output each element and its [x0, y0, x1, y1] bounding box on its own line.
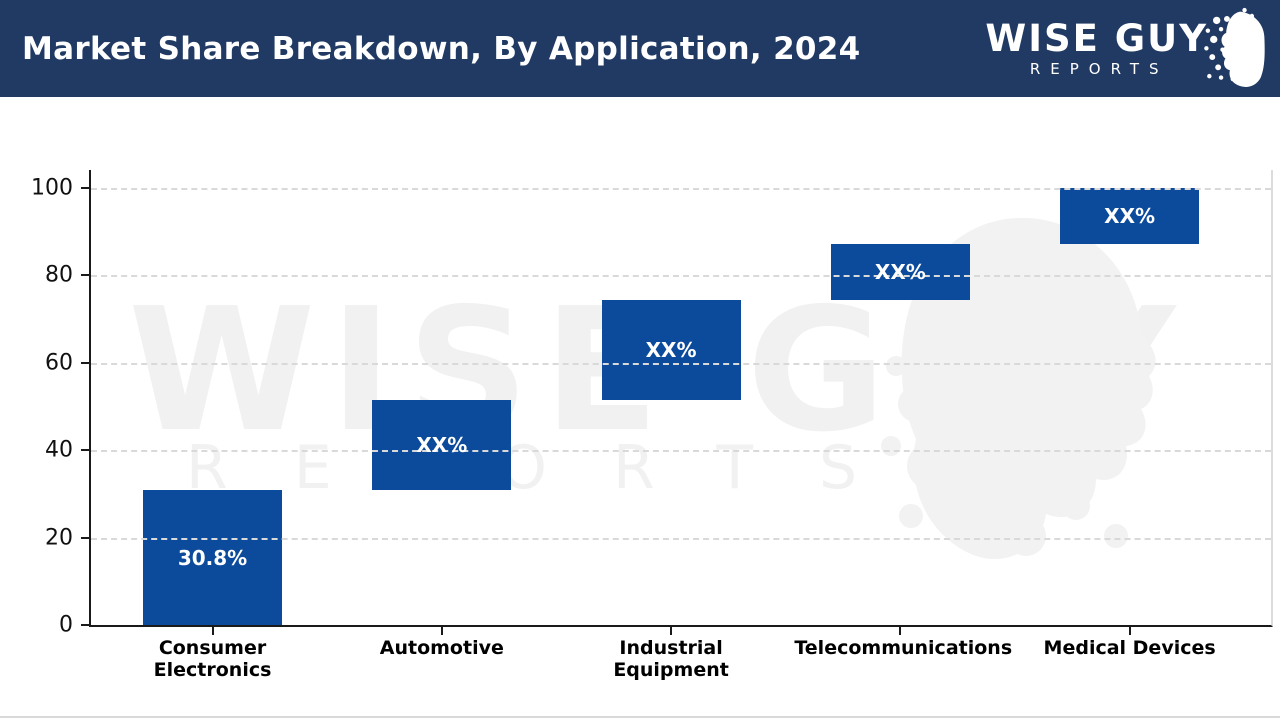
- wiseguy-logo: WISE GUY REPORTS: [985, 7, 1268, 91]
- x-category-label-consumer-electronics: Consumer Electronics: [153, 637, 272, 681]
- x-category-label-telecommunications: Telecommunications: [794, 637, 1013, 659]
- y-tick-label-40: 40: [45, 437, 73, 463]
- y-tick-20: [81, 536, 89, 539]
- logo-text: WISE GUY REPORTS: [985, 20, 1208, 78]
- x-tick-consumer-electronics: [211, 627, 214, 635]
- y-tick-60: [81, 361, 89, 364]
- bar-telecommunications: [830, 243, 970, 300]
- bottom-divider: [0, 716, 1280, 718]
- bar-label-automotive: XX%: [416, 433, 468, 458]
- watermark-face-icon: [881, 217, 1156, 560]
- logo-subtext: REPORTS: [1029, 59, 1169, 78]
- plot-area: 0 20 40 60 80 100 30.8% Consumer Electronics XX%…: [31, 170, 1273, 681]
- header-bar: Market Share Breakdown, By Application, …: [0, 0, 1280, 97]
- gridline-20: [91, 537, 1271, 540]
- bar-industrial-equipment: [601, 299, 741, 401]
- y-tick-100: [81, 186, 89, 189]
- watermark-subtext: REPORTS: [186, 433, 924, 503]
- bar-label-consumer-electronics: 30.8%: [177, 545, 248, 570]
- bar-automotive: [372, 400, 512, 491]
- bar-label-industrial-equipment: XX%: [645, 337, 697, 362]
- x-category-label-medical-devices: Medical Devices: [1043, 637, 1216, 659]
- y-tick-label-80: 80: [45, 262, 73, 288]
- logo-face-icon: [1204, 7, 1265, 87]
- y-tick-0: [81, 624, 89, 626]
- y-tick-80: [81, 274, 89, 276]
- gridline-60: [91, 362, 1271, 365]
- gridline-40: [91, 450, 1271, 452]
- bar-consumer-electronics: [143, 490, 283, 625]
- gridline-100: [91, 187, 1271, 190]
- x-tick-medical-devices: [1128, 627, 1131, 635]
- x-tick-automotive: [440, 627, 443, 635]
- page-title: Market Share Breakdown, By Application, …: [22, 30, 861, 67]
- gridline-80: [91, 275, 1271, 277]
- y-tick-label-100: 100: [31, 175, 73, 200]
- y-tick-40: [81, 449, 89, 451]
- logo-wordmark: WISE GUY: [985, 16, 1208, 60]
- y-tick-label-20: 20: [45, 525, 73, 550]
- bar-label-medical-devices: XX%: [1104, 203, 1156, 228]
- x-tick-telecommunications: [899, 627, 902, 635]
- bar-medical-devices: [1060, 187, 1200, 244]
- x-category-label-industrial-equipment: Industrial Equipment: [613, 637, 729, 681]
- x-category-label-automotive: Automotive: [379, 637, 504, 659]
- y-tick-label-60: 60: [45, 350, 73, 375]
- bar-label-telecommunications: XX%: [874, 259, 926, 284]
- x-tick-industrial-equipment: [670, 627, 673, 635]
- y-tick-label-0: 0: [59, 612, 73, 638]
